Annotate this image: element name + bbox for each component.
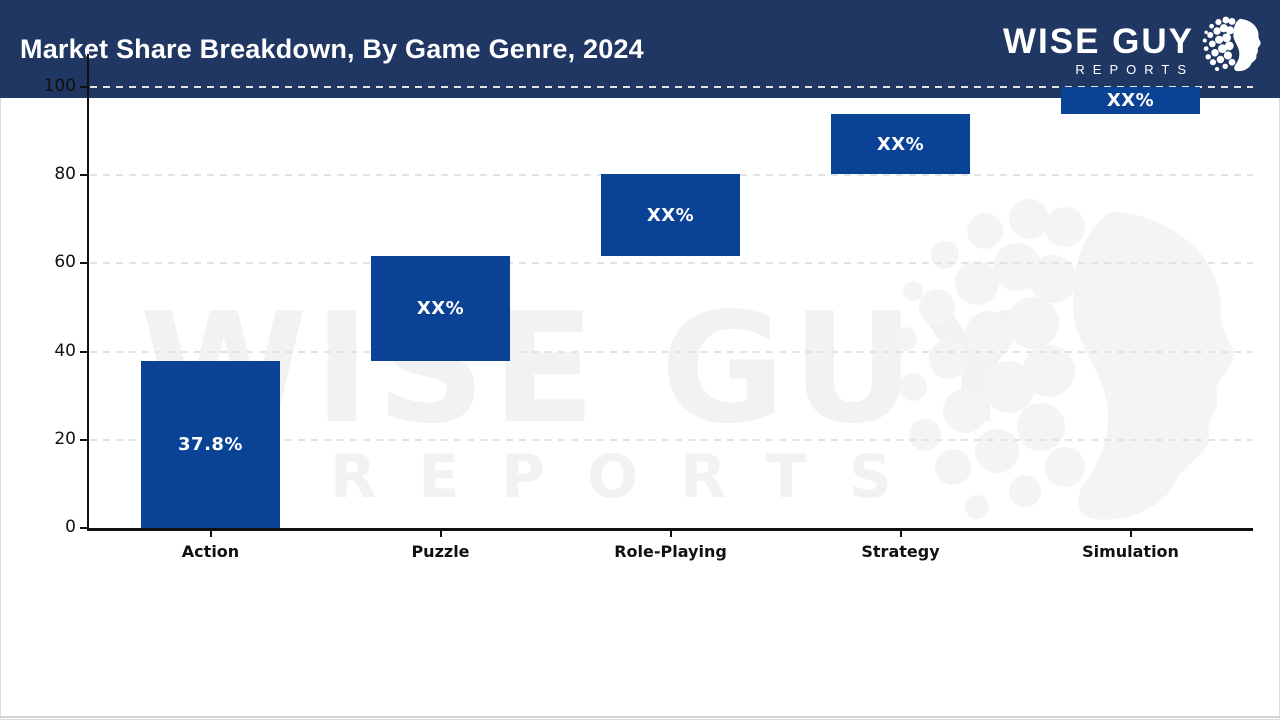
x-tick-mark bbox=[209, 530, 212, 537]
logo-wordmark: WISE GUY bbox=[1002, 22, 1194, 61]
logo-subtext: REPORTS bbox=[1075, 62, 1194, 77]
bar-puzzle: XX% bbox=[371, 256, 510, 362]
y-tick-mark bbox=[80, 174, 88, 177]
gridline-40 bbox=[90, 350, 1253, 353]
page-title: Market Share Breakdown, By Game Genre, 2… bbox=[20, 34, 644, 64]
plot-area: 0 20 40 60 80 100 37.8% Action XX% Puzzle XX% Role-… bbox=[43, 54, 1253, 561]
logo-face-icon bbox=[1202, 16, 1261, 72]
bar-value-label: XX% bbox=[646, 204, 695, 226]
y-tick-mark bbox=[80, 86, 88, 88]
bottom-divider bbox=[0, 716, 1280, 718]
gridline-20 bbox=[90, 438, 1253, 441]
bar-role-playing: XX% bbox=[601, 174, 740, 257]
x-tick-mark bbox=[1129, 530, 1132, 537]
bar-value-label: 37.8% bbox=[178, 434, 243, 456]
bar-strategy: XX% bbox=[831, 113, 970, 175]
y-tick-label: 100 bbox=[43, 76, 76, 96]
y-tick-label: 0 bbox=[65, 517, 76, 537]
y-tick-mark bbox=[80, 438, 88, 441]
y-tick-label: 60 bbox=[54, 252, 76, 273]
brand-logo: WISE GUY REPORTS bbox=[1003, 8, 1266, 92]
y-tick-mark bbox=[80, 262, 88, 265]
y-tick-label: 40 bbox=[54, 340, 76, 361]
bar-simulation: XX% bbox=[1061, 87, 1200, 114]
gridline-100 bbox=[90, 86, 1253, 88]
category-label: Puzzle bbox=[411, 542, 470, 561]
category-label: Strategy bbox=[861, 542, 940, 561]
header-bar: Market Share Breakdown, By Game Genre, 2… bbox=[0, 0, 1280, 98]
y-axis-line bbox=[87, 54, 89, 530]
bar-value-label: XX% bbox=[876, 133, 925, 155]
y-tick-mark bbox=[80, 350, 88, 353]
watermark-face-logo-icon bbox=[893, 199, 1234, 520]
category-label: Action bbox=[181, 542, 240, 561]
y-tick-label: 20 bbox=[54, 428, 76, 449]
bar-value-label: XX% bbox=[1106, 89, 1155, 111]
x-tick-mark bbox=[669, 530, 672, 537]
x-tick-mark bbox=[439, 530, 442, 537]
y-tick-mark bbox=[80, 527, 88, 529]
bar-action: 37.8% bbox=[141, 361, 280, 528]
x-axis-line bbox=[87, 528, 1253, 531]
y-tick-label: 80 bbox=[54, 164, 76, 185]
x-tick-mark bbox=[899, 530, 902, 537]
bar-value-label: XX% bbox=[416, 298, 465, 320]
category-label: Simulation bbox=[1082, 542, 1179, 561]
gridline-60 bbox=[90, 262, 1253, 265]
category-label: Role-Playing bbox=[614, 542, 727, 561]
